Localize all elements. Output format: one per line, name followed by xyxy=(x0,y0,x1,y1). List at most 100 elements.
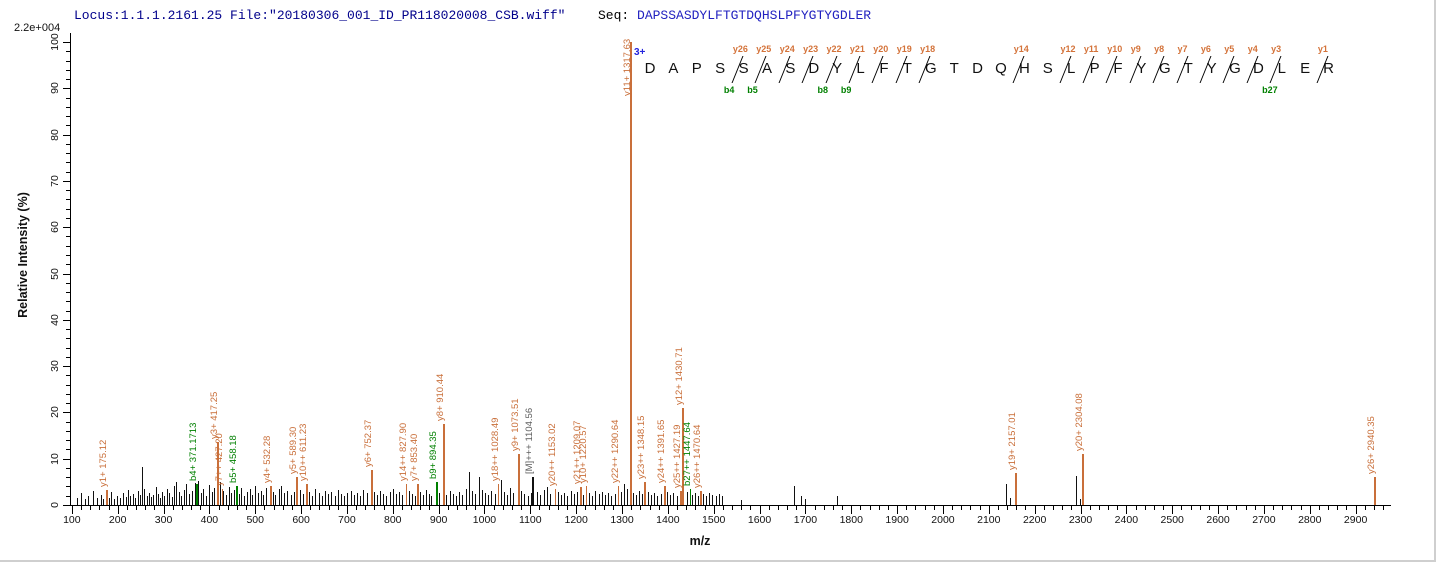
x-minor-tick xyxy=(585,506,587,510)
x-minor-tick xyxy=(1153,506,1155,510)
noise-peak xyxy=(142,467,144,505)
noise-peak xyxy=(211,492,213,505)
x-tick-label: 2700 xyxy=(1252,514,1276,526)
y-major-tick xyxy=(63,319,70,321)
y-ion-peak xyxy=(1374,477,1376,505)
x-minor-tick xyxy=(81,506,82,510)
x-tick-label: 400 xyxy=(200,514,219,526)
x-minor-tick xyxy=(383,506,385,510)
x-minor-tick xyxy=(1318,506,1320,510)
y-ion-peak-label: y24++ 1391.65 xyxy=(656,419,668,483)
sequence-residue: Y xyxy=(1136,60,1147,77)
noise-peak xyxy=(228,487,230,505)
x-minor-tick xyxy=(1373,506,1375,510)
y-major-tick xyxy=(63,273,70,275)
y-ion-peak-label: y8+ 910.44 xyxy=(435,373,447,421)
y-minor-tick xyxy=(66,467,70,469)
noise-peak xyxy=(81,493,82,505)
noise-peak xyxy=(627,489,629,505)
x-minor-tick xyxy=(1098,506,1100,510)
noise-peak xyxy=(395,493,397,505)
y-ion-peak xyxy=(700,491,702,505)
y-ion-peak xyxy=(270,486,272,505)
y-ion-peak xyxy=(405,484,408,505)
x-minor-tick xyxy=(1328,506,1330,510)
x-minor-tick xyxy=(475,506,477,510)
noise-peak xyxy=(478,477,480,505)
x-minor-tick xyxy=(291,506,293,510)
x-tick-label: 1300 xyxy=(610,514,634,526)
x-minor-tick xyxy=(1208,506,1210,510)
x-major-tick xyxy=(163,506,165,514)
x-minor-tick xyxy=(1337,506,1339,510)
x-major-tick xyxy=(759,506,761,514)
x-major-tick xyxy=(392,506,394,514)
noise-peak xyxy=(484,492,486,505)
x-major-tick xyxy=(1172,506,1174,514)
noise-peak xyxy=(328,493,330,505)
sequence-residue: H xyxy=(1018,60,1030,77)
M-ion-peak-label: [M]+++ 1104.56 xyxy=(524,408,536,475)
y-ion-ladder-label: y18 xyxy=(920,44,936,54)
y-minor-tick xyxy=(66,171,70,173)
x-major-tick xyxy=(255,506,257,514)
noise-peak xyxy=(506,494,508,505)
y-ion-peak xyxy=(217,442,219,505)
x-major-tick xyxy=(713,506,715,514)
noise-peak xyxy=(315,489,317,505)
x-minor-tick xyxy=(704,506,706,510)
noise-peak xyxy=(800,495,802,505)
noise-peak xyxy=(712,494,714,505)
x-minor-tick xyxy=(1062,506,1064,510)
noise-peak xyxy=(135,497,137,505)
y-major-tick xyxy=(63,227,70,229)
x-minor-tick xyxy=(521,506,523,510)
x-minor-tick xyxy=(612,506,614,510)
y-minor-tick xyxy=(66,393,70,395)
x-minor-tick xyxy=(722,506,724,510)
y-ion-peak xyxy=(585,485,588,505)
sequence-residue: L xyxy=(1067,60,1076,77)
y-minor-tick xyxy=(66,384,70,386)
noise-peak xyxy=(140,494,142,505)
noise-peak xyxy=(491,491,493,505)
x-major-tick xyxy=(851,506,853,514)
x-minor-tick xyxy=(365,506,367,510)
noise-peak xyxy=(583,494,585,505)
noise-peak xyxy=(383,493,385,505)
noise-peak xyxy=(103,498,105,505)
y-ion-ladder-label: y24 xyxy=(779,44,795,54)
y-ion-peak-label: y11+ 1317.63 xyxy=(622,38,634,96)
y-minor-tick xyxy=(66,486,70,488)
noise-peak xyxy=(694,492,696,505)
y-minor-tick xyxy=(66,375,70,377)
x-minor-tick xyxy=(108,506,110,510)
noise-peak xyxy=(402,494,404,505)
noise-peak xyxy=(611,495,613,505)
noise-peak xyxy=(151,496,153,505)
noise-peak xyxy=(252,494,254,505)
x-minor-tick xyxy=(631,506,633,510)
y-tick-label: 0 xyxy=(49,502,61,508)
noise-peak xyxy=(127,490,129,505)
noise-peak xyxy=(312,495,314,505)
noise-peak xyxy=(287,491,289,505)
x-minor-tick xyxy=(1108,506,1110,510)
noise-peak xyxy=(623,483,625,505)
noise-peak xyxy=(521,491,523,505)
x-minor-tick xyxy=(970,506,972,510)
noise-peak xyxy=(334,495,336,505)
noise-peak xyxy=(321,495,323,505)
x-minor-tick xyxy=(1227,506,1229,510)
y-ion-peak xyxy=(580,487,582,505)
noise-peak xyxy=(540,494,542,505)
noise-peak xyxy=(673,492,675,505)
noise-peak xyxy=(670,494,672,505)
x-minor-tick xyxy=(887,506,889,510)
x-minor-tick xyxy=(136,506,138,510)
noise-peak xyxy=(527,495,529,505)
noise-peak xyxy=(524,493,526,505)
noise-peak xyxy=(174,485,176,505)
sequence-header: Seq: DAPSSASDYLFTGTDQHSLPFYGTYGDLER xyxy=(598,8,871,23)
